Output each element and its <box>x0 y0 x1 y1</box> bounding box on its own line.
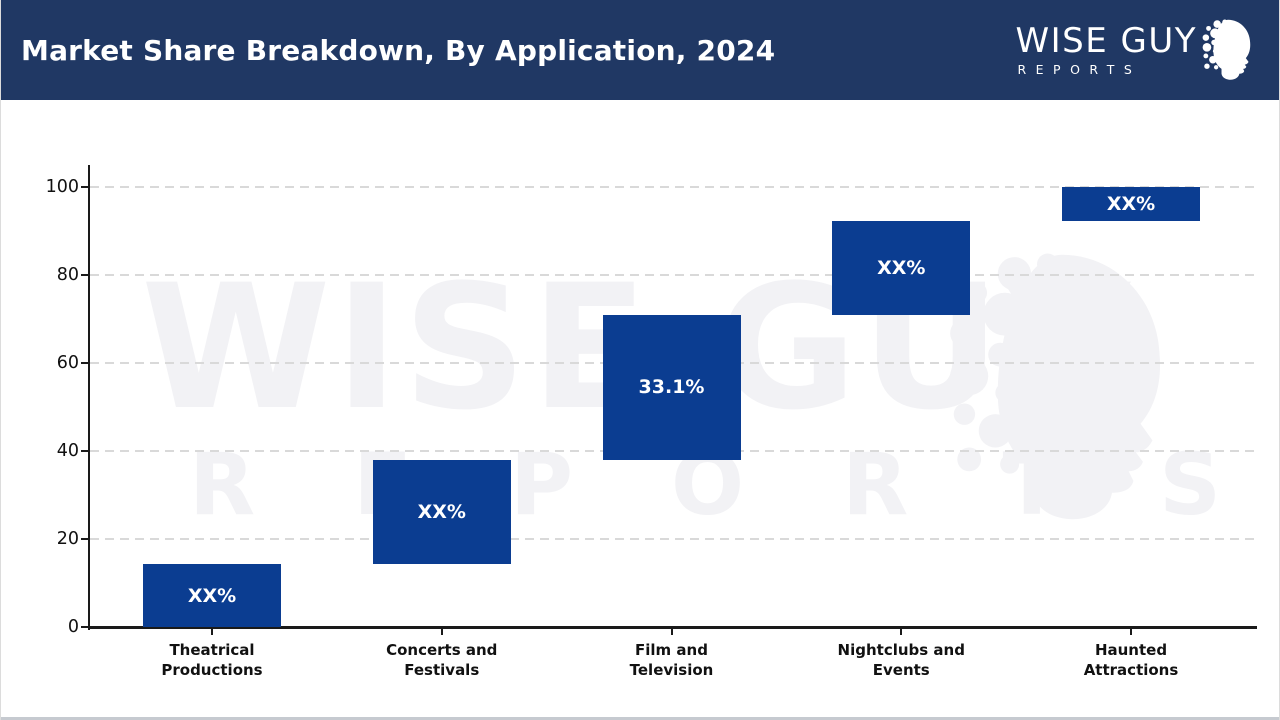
bar-value-label: XX% <box>417 501 466 524</box>
x-tick-1 <box>211 627 213 635</box>
y-tick-40 <box>81 450 89 452</box>
y-tick-20 <box>81 538 89 540</box>
category-label-line: Film and <box>635 641 708 659</box>
gridline-20 <box>90 538 1257 540</box>
category-label-line: Festivals <box>404 661 480 679</box>
category-label-4: Nightclubs and Events <box>785 640 1017 680</box>
bar-1: XX% <box>143 564 281 627</box>
logo-wordmark: WISE GUY <box>1015 20 1197 61</box>
x-tick-3 <box>670 627 673 635</box>
chart-title: Market Share Breakdown, By Application, … <box>21 33 776 67</box>
bar-value-label: XX% <box>187 584 237 607</box>
category-label-line: Productions <box>161 661 263 679</box>
category-label-5: Haunted Attractions <box>1015 640 1247 680</box>
y-tick-80 <box>81 274 89 276</box>
x-tick-2 <box>440 627 443 635</box>
y-tick-0 <box>81 626 89 628</box>
logo-text: WISE GUY REPORTS <box>1015 24 1197 77</box>
y-tick-100 <box>81 186 89 188</box>
bar-2: XX% <box>372 460 511 565</box>
bar-value-label: XX% <box>877 256 926 279</box>
x-axis-line <box>88 626 1257 629</box>
category-label-line: Theatrical <box>169 641 255 659</box>
category-label-3: Film and Television <box>556 640 788 680</box>
y-tick-60 <box>81 362 89 364</box>
wiseguy-head-icon <box>1201 17 1255 83</box>
category-label-1: Theatrical Productions <box>96 640 328 680</box>
footer-divider <box>1 717 1279 720</box>
y-tick-label-0: 0 <box>67 617 79 637</box>
logo-subtitle: REPORTS <box>1017 61 1142 77</box>
gridline-80 <box>90 274 1257 276</box>
y-axis-line <box>88 165 90 630</box>
category-label-line: Television <box>629 661 714 679</box>
bar-3: 33.1% <box>602 314 741 461</box>
bar-4: XX% <box>832 220 971 315</box>
header: Market Share Breakdown, By Application, … <box>1 0 1279 100</box>
category-label-line: Nightclubs and <box>837 641 965 659</box>
wiseguy-logo: WISE GUY REPORTS <box>1015 17 1255 83</box>
bar-value-label: XX% <box>1106 192 1156 215</box>
y-tick-label-100: 100 <box>45 177 79 197</box>
y-tick-label-60: 60 <box>56 353 79 373</box>
y-tick-label-20: 20 <box>56 529 79 549</box>
y-tick-label-40: 40 <box>56 441 79 461</box>
category-label-line: Events <box>872 661 930 679</box>
category-label-line: Concerts and <box>386 641 498 659</box>
bar-value-label: 33.1% <box>638 376 705 399</box>
gridline-100 <box>90 186 1257 188</box>
x-tick-5 <box>1130 627 1132 635</box>
bar-5: XX% <box>1062 187 1200 221</box>
category-label-line: Haunted <box>1094 641 1168 659</box>
x-tick-4 <box>900 627 903 635</box>
y-tick-label-80: 80 <box>56 265 79 285</box>
category-label-line: Attractions <box>1083 661 1179 679</box>
category-label-2: Concerts and Festivals <box>326 640 558 680</box>
